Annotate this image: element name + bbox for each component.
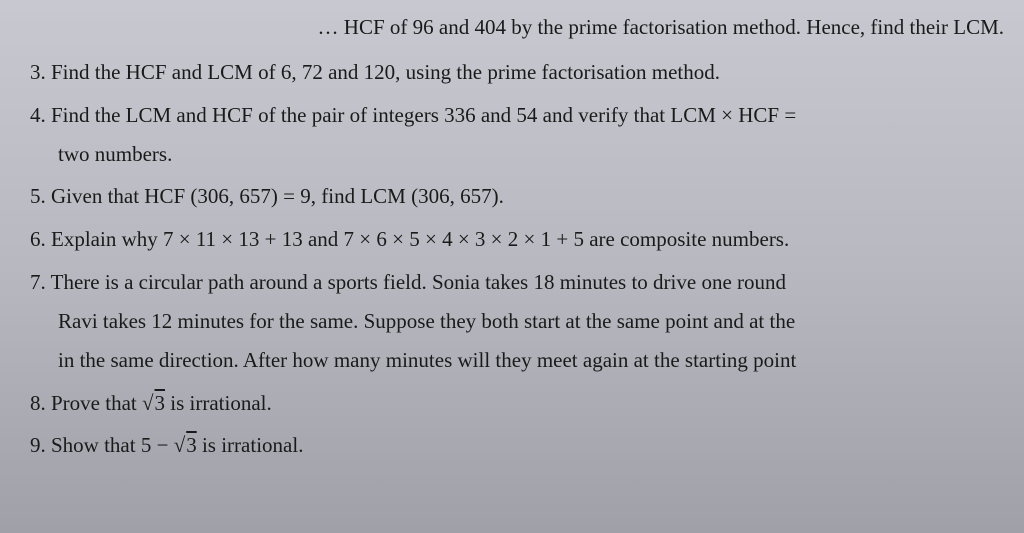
question-text: Explain why 7 × 11 × 13 + 13 and 7 × 6 ×… bbox=[51, 227, 789, 251]
question-5: 5. Given that HCF (306, 657) = 9, find L… bbox=[30, 177, 1004, 216]
question-number: 4. bbox=[30, 103, 46, 127]
sqrt-value: 3 bbox=[185, 426, 197, 465]
question-4: 4. Find the LCM and HCF of the pair of i… bbox=[30, 96, 1004, 174]
question-number: 6. bbox=[30, 227, 46, 251]
question-9: 9. Show that 5 − 3 is irrational. bbox=[30, 426, 1004, 465]
question-suffix: is irrational. bbox=[197, 433, 304, 457]
sqrt-symbol bbox=[142, 391, 154, 415]
question-6: 6. Explain why 7 × 11 × 13 + 13 and 7 × … bbox=[30, 220, 1004, 259]
question-text: Find the HCF and LCM of 6, 72 and 120, u… bbox=[51, 60, 720, 84]
question-text: Find the LCM and HCF of the pair of inte… bbox=[51, 103, 796, 127]
page-content: … HCF of 96 and 404 by the prime factori… bbox=[0, 0, 1024, 477]
question-text: There is a circular path around a sports… bbox=[51, 270, 786, 294]
partial-line-top: … HCF of 96 and 404 by the prime factori… bbox=[30, 8, 1004, 47]
question-prefix: Prove that bbox=[51, 391, 142, 415]
question-continuation: Ravi takes 12 minutes for the same. Supp… bbox=[30, 302, 1004, 341]
question-number: 7. bbox=[30, 270, 46, 294]
question-7: 7. There is a circular path around a spo… bbox=[30, 263, 1004, 380]
question-continuation: two numbers. bbox=[30, 135, 1004, 174]
sqrt-symbol bbox=[174, 433, 186, 457]
question-suffix: is irrational. bbox=[165, 391, 272, 415]
question-text: Given that HCF (306, 657) = 9, find LCM … bbox=[51, 184, 504, 208]
sqrt-value: 3 bbox=[154, 384, 166, 423]
question-number: 5. bbox=[30, 184, 46, 208]
question-continuation: in the same direction. After how many mi… bbox=[30, 341, 1004, 380]
question-8: 8. Prove that 3 is irrational. bbox=[30, 384, 1004, 423]
question-3: 3. Find the HCF and LCM of 6, 72 and 120… bbox=[30, 53, 1004, 92]
question-prefix: Show that 5 − bbox=[51, 433, 174, 457]
question-number: 3. bbox=[30, 60, 46, 84]
question-number: 8. bbox=[30, 391, 46, 415]
question-number: 9. bbox=[30, 433, 46, 457]
